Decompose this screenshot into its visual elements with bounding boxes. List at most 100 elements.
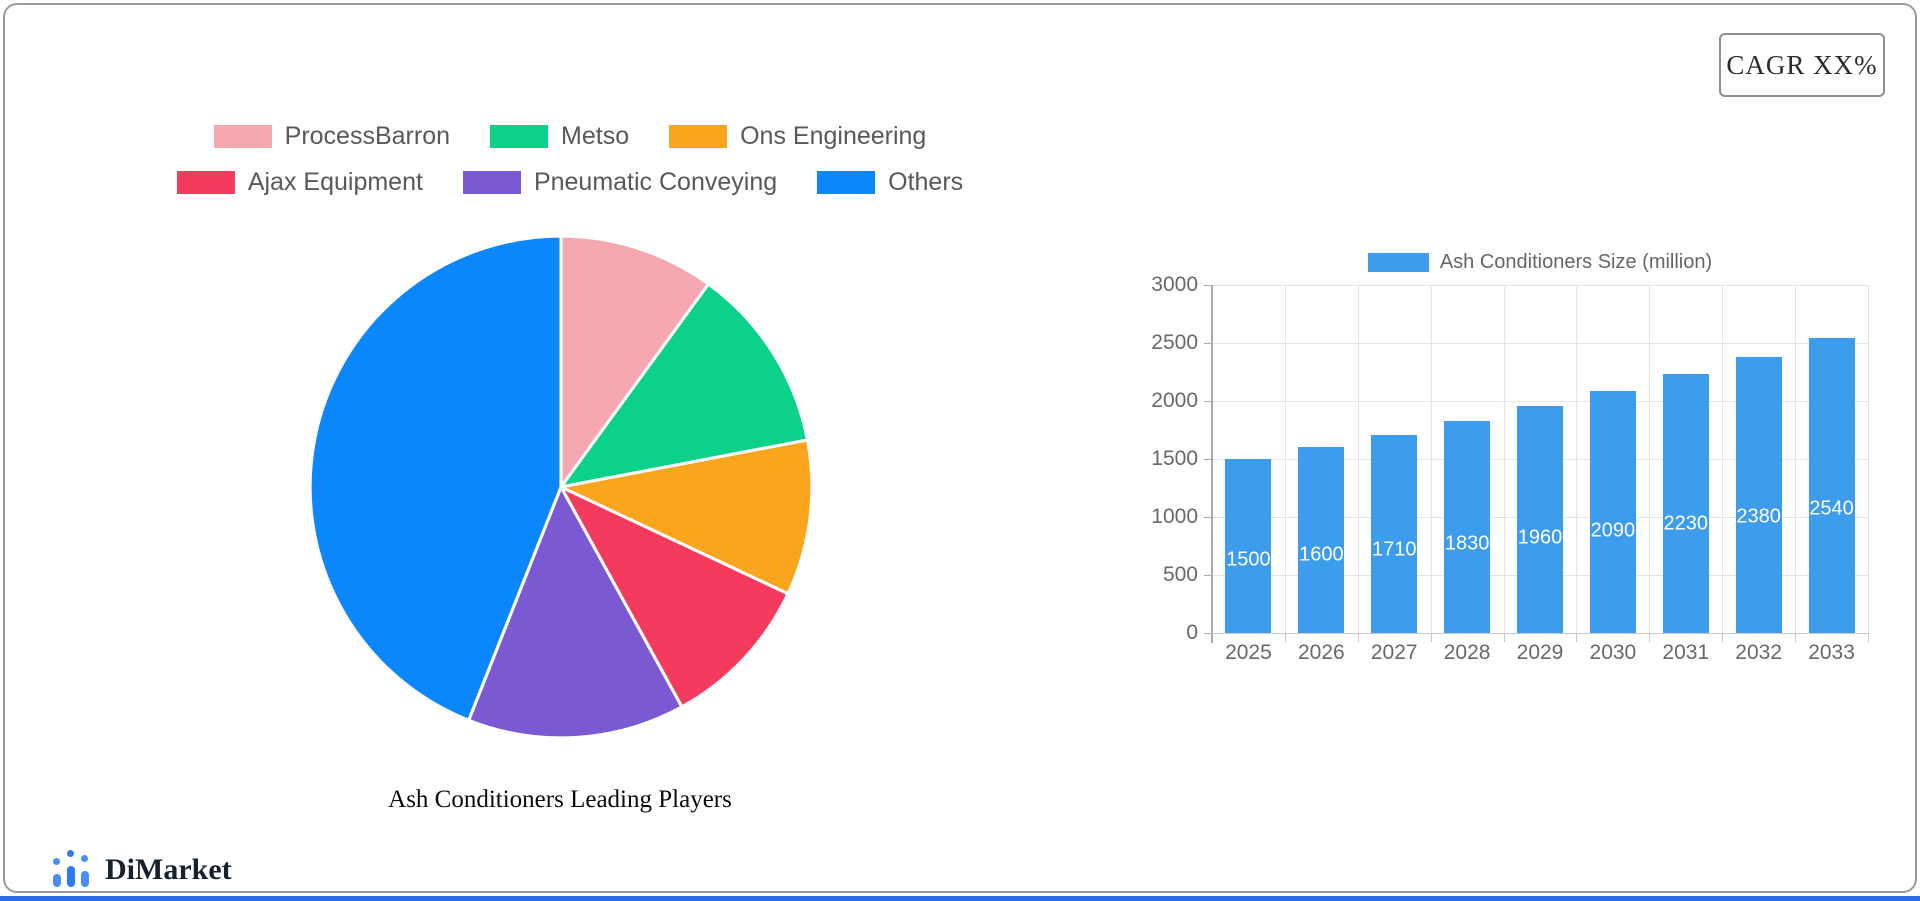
pie-chart <box>308 234 814 740</box>
bar-2031[interactable]: 2230 <box>1662 374 1709 633</box>
legend-label: Ajax Equipment <box>247 168 423 196</box>
brand-icon-bar <box>53 874 61 887</box>
x-axis-label: 2027 <box>1370 641 1418 664</box>
x-axis-label: 2033 <box>1808 641 1855 664</box>
x-axis-tick <box>1430 634 1432 642</box>
legend-item-processbarron[interactable]: ProcessBarron <box>213 122 451 151</box>
x-axis-tick <box>1284 634 1286 642</box>
x-axis-label: 2029 <box>1516 641 1564 664</box>
x-axis-tick <box>1722 634 1724 642</box>
bar-legend[interactable]: Ash Conditioners Size (million) <box>1212 247 1868 277</box>
brand-icon-dot <box>67 850 74 857</box>
pie-legend: ProcessBarron Metso Ons Engineering Ajax Eq… <box>20 122 1120 214</box>
y-axis-label: 2500 <box>1151 331 1198 354</box>
legend-item-ajax-equipment[interactable]: Ajax Equipment <box>176 168 423 197</box>
legend-swatch <box>213 125 272 148</box>
legend-row: Ajax Equipment Pneumatic Conveying Others <box>20 168 1120 197</box>
pie-slice-others[interactable] <box>308 234 563 722</box>
pie-slice-metso[interactable] <box>559 282 809 489</box>
bar-legend-label: Ash Conditioners Size (million) <box>1439 250 1713 273</box>
gridline-vertical <box>1430 285 1432 633</box>
pie-slice-ons-engineering[interactable] <box>559 438 814 596</box>
gridline-horizontal <box>1212 343 1868 344</box>
bar-chart-icon <box>53 850 95 887</box>
x-axis-label: 2032 <box>1735 641 1783 664</box>
x-axis-label: 2031 <box>1662 641 1710 664</box>
y-axis-label: 2000 <box>1151 389 1198 412</box>
bar-2032[interactable]: 2380 <box>1735 356 1782 633</box>
x-axis-label: 2028 <box>1443 641 1491 664</box>
legend-label: Ons Engineering <box>740 122 927 150</box>
x-axis-tick <box>1357 634 1359 642</box>
pie-chart-wrap <box>305 231 817 743</box>
pie-slice-pneumatic-conveying[interactable] <box>467 485 684 740</box>
bar-value-label: 2380 <box>1736 505 1781 528</box>
y-axis-label: 1500 <box>1151 447 1198 470</box>
y-axis-label: 0 <box>1186 621 1198 644</box>
gridline-vertical <box>1722 285 1724 633</box>
x-axis-tick <box>1503 634 1505 642</box>
legend-swatch <box>490 125 549 148</box>
bar-value-label: 1600 <box>1299 543 1344 566</box>
legend-swatch <box>669 125 728 148</box>
y-axis-tick <box>1204 633 1212 634</box>
bar-2027[interactable]: 1710 <box>1371 434 1418 633</box>
x-axis-tick <box>1649 634 1651 642</box>
y-axis-label: 500 <box>1162 563 1198 586</box>
bar-value-label: 1710 <box>1371 538 1417 561</box>
legend-label: Metso <box>561 122 630 150</box>
x-axis-label: 2030 <box>1589 641 1637 664</box>
pie-slice-ajax-equipment[interactable] <box>559 485 790 709</box>
brand-icon-bar <box>81 871 89 887</box>
bar-value-label: 1960 <box>1517 526 1563 548</box>
bar-2025[interactable]: 1500 <box>1225 459 1272 633</box>
gridline-vertical <box>1503 285 1505 633</box>
bar-2026[interactable]: 1600 <box>1298 447 1345 633</box>
legend-swatch <box>817 171 876 194</box>
x-axis-tick <box>1795 634 1797 642</box>
brand-logo: DiMarket <box>53 850 232 887</box>
x-axis-line <box>1212 633 1870 634</box>
x-axis-tick <box>1576 634 1578 642</box>
legend-item-others[interactable]: Others <box>817 168 963 197</box>
y-axis-tick <box>1204 343 1212 344</box>
y-axis-tick <box>1204 285 1212 286</box>
brand-name: DiMarket <box>105 853 232 886</box>
gridline-vertical <box>1357 285 1359 633</box>
gridline-vertical <box>1649 285 1651 633</box>
legend-swatch <box>462 171 521 194</box>
bar-value-label: 2540 <box>1809 497 1854 520</box>
gridline-vertical <box>1576 285 1578 633</box>
bottom-accent-bar <box>0 896 1920 901</box>
x-axis-label: 2026 <box>1297 641 1345 664</box>
bar-legend-swatch <box>1367 252 1429 272</box>
y-axis-tick <box>1204 517 1212 518</box>
bar-2029[interactable]: 1960 <box>1517 405 1563 633</box>
bar-2028[interactable]: 1830 <box>1444 420 1491 633</box>
gridline-horizontal <box>1212 285 1868 286</box>
bar-value-label: 1500 <box>1226 548 1271 571</box>
legend-label: ProcessBarron <box>284 122 451 150</box>
pie-slice-processbarron[interactable] <box>559 234 711 489</box>
legend-label: Pneumatic Conveying <box>533 168 778 196</box>
bar-2033[interactable]: 2540 <box>1808 338 1855 633</box>
gridline-vertical <box>1795 285 1797 633</box>
bar-chart-section: Ash Conditioners Size (million) 1500 1600… <box>1140 243 1910 693</box>
x-axis-label: 2025 <box>1225 641 1272 664</box>
legend-item-pneumatic-conveying[interactable]: Pneumatic Conveying <box>462 168 778 197</box>
brand-icon-bar <box>67 866 75 887</box>
x-axis-tick <box>1868 634 1869 642</box>
bar-value-label: 1830 <box>1444 532 1490 555</box>
legend-swatch <box>176 171 235 194</box>
legend-item-metso[interactable]: Metso <box>490 122 629 151</box>
legend-row: ProcessBarron Metso Ons Engineering <box>20 122 1120 151</box>
y-axis-tick <box>1204 401 1212 402</box>
legend-label: Others <box>888 168 964 196</box>
legend-item-ons-engineering[interactable]: Ons Engineering <box>669 122 926 151</box>
gridline-vertical <box>1868 285 1869 633</box>
gridline-vertical <box>1284 285 1286 633</box>
y-axis-tick <box>1204 575 1212 576</box>
bar-2030[interactable]: 2090 <box>1589 390 1636 633</box>
cagr-badge: CAGR XX% <box>1719 33 1885 97</box>
